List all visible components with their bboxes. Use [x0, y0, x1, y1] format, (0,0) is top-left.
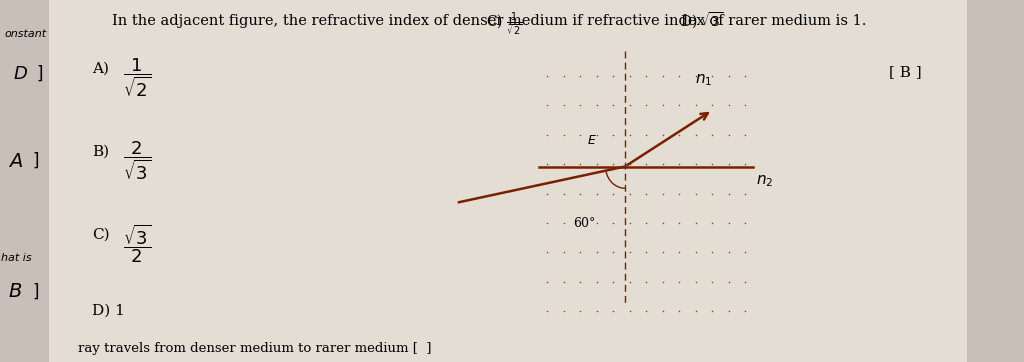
Text: $\dfrac{\sqrt{3}}{2}$: $\dfrac{\sqrt{3}}{2}$ [124, 223, 152, 265]
FancyBboxPatch shape [48, 0, 967, 362]
Text: C) $\frac{1}{\sqrt{2}}$: C) $\frac{1}{\sqrt{2}}$ [486, 11, 522, 39]
Text: ]: ] [32, 152, 39, 170]
Text: $\dfrac{1}{\sqrt{2}}$: $\dfrac{1}{\sqrt{2}}$ [124, 56, 152, 99]
Text: ]: ] [32, 282, 39, 300]
Text: $B$: $B$ [8, 282, 22, 301]
Text: $\dfrac{2}{\sqrt{3}}$: $\dfrac{2}{\sqrt{3}}$ [124, 139, 152, 182]
Text: A): A) [92, 62, 110, 76]
Text: D) 1: D) 1 [92, 304, 125, 318]
Text: ]: ] [36, 65, 42, 83]
Text: In the adjacent figure, the refractive index of denser medium if refractive inde: In the adjacent figure, the refractive i… [112, 14, 866, 29]
Text: C): C) [92, 228, 110, 242]
Text: 60°: 60° [573, 217, 596, 230]
Text: $A$: $A$ [8, 152, 23, 171]
Text: hat is: hat is [1, 253, 32, 264]
Text: onstant: onstant [5, 29, 47, 39]
Text: $n_1$: $n_1$ [695, 72, 713, 88]
Text: E: E [588, 134, 596, 147]
Text: $D$: $D$ [12, 65, 28, 83]
Text: B): B) [92, 145, 110, 159]
Text: D) $\sqrt{3}$: D) $\sqrt{3}$ [680, 11, 723, 31]
Text: ray travels from denser medium to rarer medium [  ]: ray travels from denser medium to rarer … [78, 342, 431, 355]
Text: [ B ]: [ B ] [890, 65, 922, 79]
Text: $n_2$: $n_2$ [756, 174, 773, 189]
